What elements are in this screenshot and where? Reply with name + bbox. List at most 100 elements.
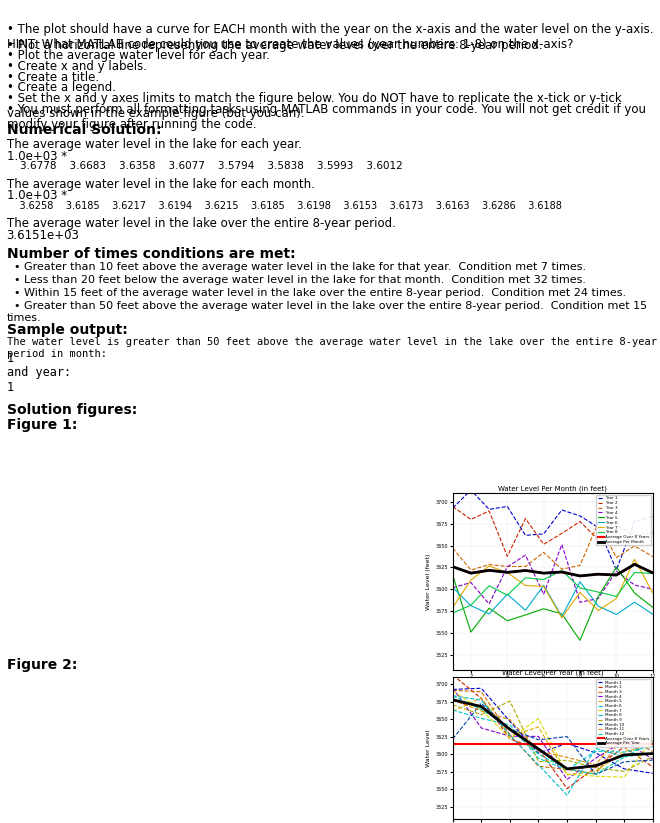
Average Over 8 Years — [521, 565, 529, 575]
Average Per Year — [506, 724, 514, 734]
Text: • Within 15 feet of the average water level in the lake over the entire 8-year p: • Within 15 feet of the average water le… — [7, 288, 626, 298]
Month 6 — [449, 705, 457, 715]
Month 8 — [535, 760, 543, 770]
Year 4 — [540, 589, 548, 599]
Month 11 — [563, 752, 571, 762]
Month 1 — [620, 764, 628, 774]
Year 6 — [630, 597, 638, 607]
Month 11 — [477, 706, 485, 716]
Average Over 8 Years — [576, 571, 584, 581]
Month 4 — [506, 731, 514, 741]
Month 1 — [477, 683, 485, 693]
Year 3 — [521, 561, 529, 571]
Text: • Less than 20 feet below the average water level in the lake for that month.  C: • Less than 20 feet below the average wa… — [7, 275, 585, 285]
Month 6 — [535, 753, 543, 763]
Average Over 8 Years — [594, 570, 602, 579]
Average Over 8 Years — [449, 562, 457, 572]
Average Per Year — [535, 744, 543, 754]
Average Per Month — [467, 568, 475, 578]
Line: Month 1: Month 1 — [453, 688, 653, 774]
Month 9 — [506, 696, 514, 706]
Text: 3.6778    3.6683    3.6358    3.6077    3.5794    3.5838    3.5993    3.6012: 3.6778 3.6683 3.6358 3.6077 3.5794 3.583… — [7, 161, 403, 171]
Line: Month 9: Month 9 — [453, 701, 653, 771]
Month 10 — [535, 735, 543, 745]
Month 8 — [449, 690, 457, 700]
Year 2 — [612, 520, 620, 530]
Month 12 — [535, 750, 543, 760]
Month 4 — [563, 774, 571, 784]
Month 9 — [591, 763, 599, 773]
Line: Average Over 8 Years: Average Over 8 Years — [453, 565, 653, 576]
Line: Month 8: Month 8 — [453, 695, 653, 795]
Month 11 — [506, 715, 514, 725]
Month 6 — [477, 714, 485, 723]
Month 3 — [649, 746, 657, 756]
Text: Figure 1:: Figure 1: — [7, 418, 77, 432]
Year 5 — [594, 592, 602, 602]
Line: Month 11: Month 11 — [453, 700, 653, 765]
Month 3 — [506, 730, 514, 740]
Average Per Year — [620, 750, 628, 760]
Year 5 — [612, 562, 620, 572]
Legend: Month 1, Month 2, Month 3, Month 4, Month 5, Month 6, Month 7, Month 8, Month 9,: Month 1, Month 2, Month 3, Month 4, Mont… — [597, 680, 651, 746]
Line: Year 7: Year 7 — [453, 560, 653, 618]
Y-axis label: Water Level (feet): Water Level (feet) — [426, 553, 430, 610]
Year 6 — [594, 601, 602, 611]
Average Per Month — [485, 565, 493, 575]
Average Per Month — [594, 570, 602, 579]
Year 8 — [649, 569, 657, 579]
Month 2 — [506, 734, 514, 744]
Month 10 — [591, 770, 599, 779]
Year 7 — [630, 555, 638, 565]
Average Per Year — [591, 760, 599, 770]
Month 1 — [535, 748, 543, 758]
Year 4 — [558, 540, 566, 550]
Year 3 — [540, 547, 548, 557]
Year 8 — [558, 565, 566, 575]
Text: 3.6151e+03: 3.6151e+03 — [7, 229, 79, 242]
Month 8 — [477, 695, 485, 705]
Text: • Set the x and y axes limits to match the figure below. You do NOT have to repl: • Set the x and y axes limits to match t… — [7, 92, 621, 120]
Year 3 — [558, 565, 566, 574]
Month 7 — [620, 772, 628, 782]
Average Over 8 Years — [558, 567, 566, 577]
Year 6 — [558, 611, 566, 621]
Year 7 — [521, 580, 529, 590]
Text: The average water level in the lake for each month.: The average water level in the lake for … — [7, 178, 314, 191]
Month 5 — [477, 693, 485, 703]
Line: Year 1: Year 1 — [453, 490, 653, 570]
Year 7 — [558, 613, 566, 623]
Month 5 — [620, 746, 628, 756]
Text: 1: 1 — [7, 352, 14, 365]
Average Over 8 Years — [649, 568, 657, 578]
Month 8 — [506, 730, 514, 740]
Month 12 — [477, 704, 485, 714]
Average Per Year — [449, 695, 457, 704]
Month 10 — [649, 756, 657, 765]
Year 5 — [449, 570, 457, 580]
Month 7 — [449, 686, 457, 696]
Year 5 — [649, 602, 657, 612]
Year 1 — [649, 511, 657, 521]
Text: Solution figures:: Solution figures: — [7, 403, 137, 417]
Month 7 — [506, 733, 514, 743]
Text: • Create a title.: • Create a title. — [7, 71, 99, 84]
Year 4 — [504, 562, 512, 572]
Year 1 — [612, 565, 620, 575]
Text: Sample output:: Sample output: — [7, 323, 127, 337]
Average Per Month — [449, 562, 457, 572]
Year 7 — [540, 582, 548, 592]
Line: Month 6: Month 6 — [453, 710, 653, 770]
Year 1 — [540, 529, 548, 539]
Month 2 — [591, 763, 599, 773]
Year 2 — [540, 539, 548, 549]
Month 4 — [591, 753, 599, 763]
Month 9 — [563, 756, 571, 765]
Text: • Create a legend.: • Create a legend. — [7, 81, 115, 95]
Year 4 — [594, 593, 602, 603]
Text: 1.0e+03 *: 1.0e+03 * — [7, 150, 67, 163]
Month 1 — [506, 717, 514, 727]
Month 4 — [620, 736, 628, 746]
Text: • Plot the average water level for each year.: • Plot the average water level for each … — [7, 49, 269, 63]
Average Over 8 Years — [630, 560, 638, 570]
